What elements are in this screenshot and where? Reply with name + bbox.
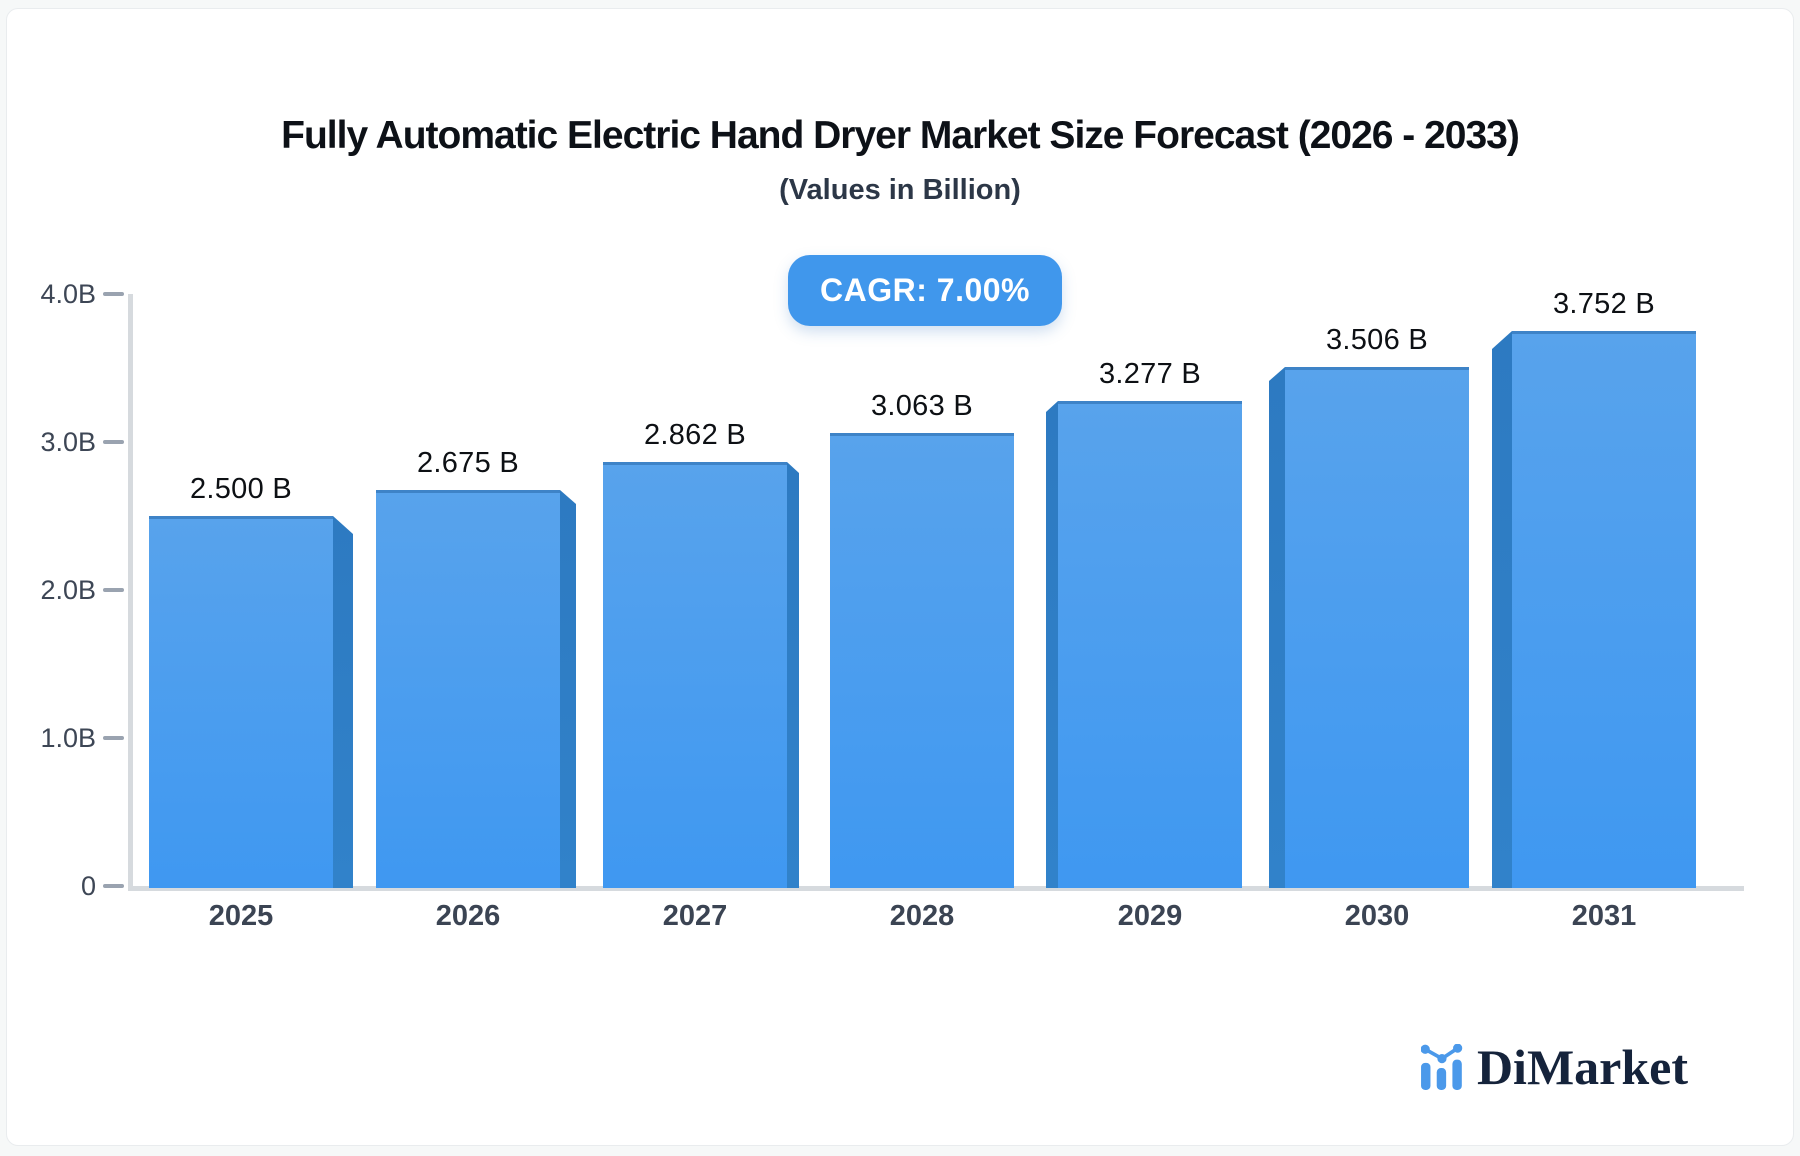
x-axis-label: 2026 [435, 900, 501, 932]
bar-side-face [787, 462, 799, 888]
bar-value-label: 3.506 B [1325, 324, 1429, 356]
y-axis-label: 1.0B [40, 723, 96, 753]
bar-side-face [1269, 367, 1285, 888]
y-tick-dash [103, 292, 124, 296]
bar-face [830, 433, 1014, 888]
bar-face [376, 490, 560, 888]
dimarket-logo: DiMarket [1420, 1036, 1688, 1098]
x-axis-line [128, 886, 1744, 891]
logo-text: DiMarket [1476, 1039, 1688, 1095]
chart-title: Fully Automatic Electric Hand Dryer Mark… [281, 114, 1520, 157]
bar-side-face [333, 516, 353, 888]
bar-value-label: 2.500 B [189, 473, 293, 505]
y-axis-label: 2.0B [40, 575, 96, 605]
x-axis-label: 2030 [1344, 900, 1410, 932]
bar [1046, 401, 1242, 888]
bar [1269, 367, 1469, 888]
bar [376, 490, 576, 888]
chart-subtitle: (Values in Billion) [779, 174, 1021, 206]
x-axis-label: 2027 [662, 900, 728, 932]
y-tick-dash [103, 736, 124, 740]
x-axis-label: 2028 [889, 900, 955, 932]
bar [1492, 331, 1696, 888]
bar-value-label: 3.752 B [1552, 288, 1656, 320]
bar-side-face [1492, 331, 1512, 888]
y-axis-label: 4.0B [40, 279, 96, 309]
y-axis-label: 3.0B [40, 427, 96, 457]
bar-face [149, 516, 333, 888]
y-tick-dash [103, 884, 124, 888]
bar-value-label: 2.862 B [643, 419, 747, 451]
y-tick-dash [103, 588, 124, 592]
y-axis-line [128, 294, 133, 890]
y-axis-label: 0 [80, 871, 96, 901]
bar-side-face [1046, 401, 1058, 888]
x-axis-label: 2025 [208, 900, 274, 932]
bar-value-label: 3.063 B [870, 390, 974, 422]
bar-side-face [560, 490, 576, 888]
x-axis-label: 2031 [1571, 900, 1637, 932]
bar-face [1512, 331, 1696, 888]
bar-value-label: 3.277 B [1098, 358, 1202, 390]
bar-face [1058, 401, 1242, 888]
bar [830, 433, 1014, 888]
cagr-badge-label: CAGR: 7.00% [820, 272, 1030, 308]
bar [149, 516, 353, 888]
cagr-badge: CAGR: 7.00% [788, 255, 1062, 326]
y-tick-dash [103, 440, 124, 444]
bar [603, 462, 799, 888]
bar-face [1285, 367, 1469, 888]
x-axis-label: 2029 [1117, 900, 1183, 932]
bar-line-chart-icon [1420, 1044, 1463, 1090]
bar-value-label: 2.675 B [416, 447, 520, 479]
bar-face [603, 462, 787, 888]
